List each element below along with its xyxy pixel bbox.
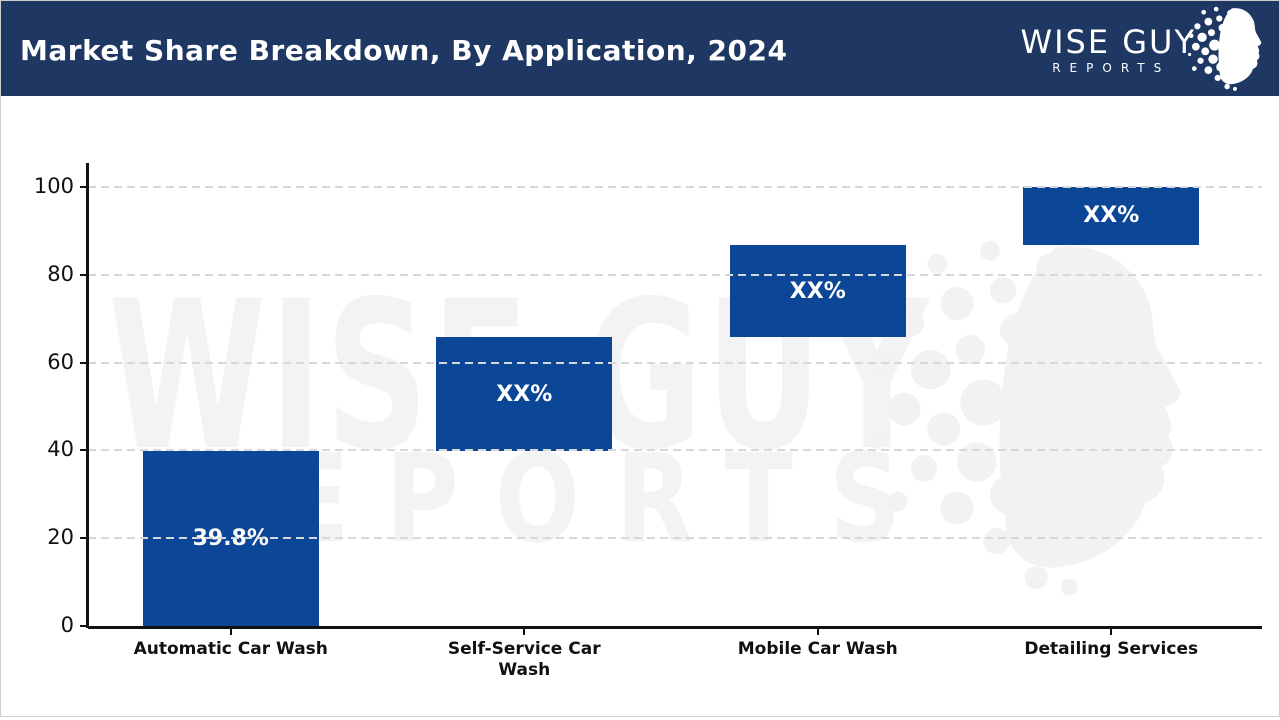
x-axis-tick <box>523 628 526 635</box>
bar-value-label: XX% <box>496 381 553 407</box>
gridline-60 <box>88 361 1262 364</box>
y-axis-tick <box>80 449 88 452</box>
bar-value-label: XX% <box>1083 203 1140 229</box>
y-axis-tick-label: 80 <box>47 261 74 286</box>
bar-segment: XX% <box>1023 187 1200 245</box>
y-axis-tick-label: 20 <box>47 525 74 550</box>
y-axis-line <box>86 163 89 628</box>
logo-wiseguy-label: WISE GUY <box>1020 23 1196 61</box>
y-axis-tick <box>80 361 88 364</box>
y-axis-tick <box>80 273 88 276</box>
bar-segment: XX% <box>729 244 906 338</box>
x-axis-tick <box>229 628 232 635</box>
x-axis-category-label: Automatic Car Wash <box>133 639 328 659</box>
x-axis-category-label: Mobile Car Wash <box>737 639 898 659</box>
x-axis-category-label: Detailing Services <box>1024 639 1199 659</box>
x-axis-line <box>88 626 1262 629</box>
wise-guy-reports-logo: WISE GUY REPORTS <box>1020 6 1266 92</box>
logo-text: WISE GUY REPORTS <box>1020 23 1196 75</box>
chart-title: Market Share Breakdown, By Application, … <box>20 34 788 67</box>
y-axis-tick-label: 0 <box>60 613 74 637</box>
gridline-80 <box>88 273 1262 276</box>
x-axis-category-label: Self-Service Car Wash <box>447 639 601 681</box>
bar-value-label: XX% <box>789 278 846 304</box>
logo-head-dots-icon <box>1188 6 1262 91</box>
y-axis-tick <box>80 186 88 188</box>
header-bar: Market Share Breakdown, By Application, … <box>0 0 1280 96</box>
gridline-20 <box>88 537 1262 540</box>
bar-segment: XX% <box>436 337 613 452</box>
y-axis-tick <box>80 625 88 627</box>
y-axis-tick-label: 100 <box>33 174 74 198</box>
y-axis-tick-label: 40 <box>47 437 74 462</box>
gridline-40 <box>88 449 1262 452</box>
y-axis-tick <box>80 537 88 540</box>
logo-reports-label: REPORTS <box>1052 61 1171 75</box>
y-axis-tick-label: 60 <box>47 349 74 374</box>
watermark-head-dots-graphic <box>871 240 1181 596</box>
x-axis-tick <box>816 628 819 635</box>
x-axis-tick <box>1110 628 1113 635</box>
gridline-100 <box>88 186 1262 188</box>
